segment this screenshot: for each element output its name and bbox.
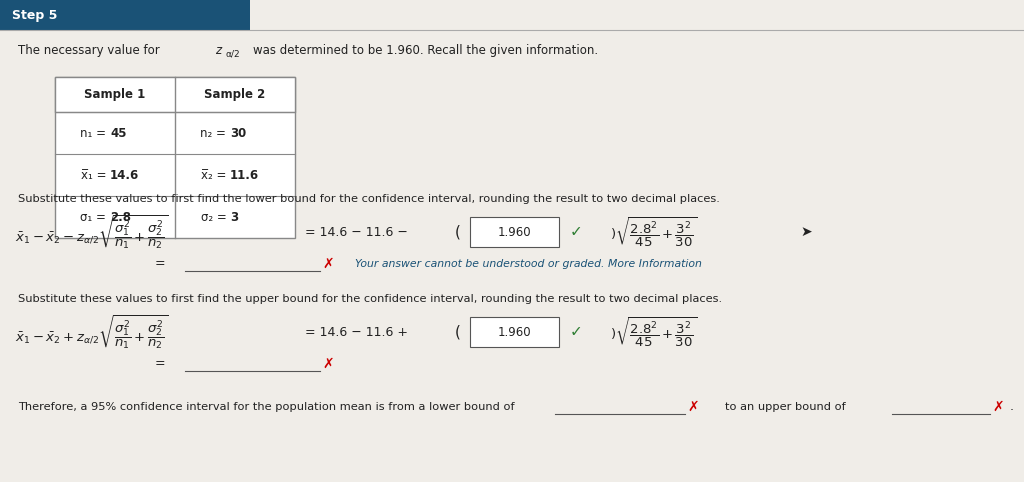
Text: σ₂ =: σ₂ = [201,211,230,224]
FancyBboxPatch shape [470,317,559,347]
Text: α/2: α/2 [226,50,241,58]
Text: 11.6: 11.6 [230,169,259,182]
Text: 2.8: 2.8 [110,211,131,224]
FancyBboxPatch shape [0,0,250,30]
Text: (: ( [455,225,461,240]
Text: σ₁ =: σ₁ = [80,211,110,224]
FancyBboxPatch shape [470,217,559,247]
Text: Your answer cannot be understood or graded. More Information: Your answer cannot be understood or grad… [355,259,701,269]
Text: The necessary value for: The necessary value for [18,43,164,56]
Text: $\bar{x}_1 - \bar{x}_2 - z_{\alpha/2}\sqrt{\dfrac{\sigma_1^2}{n_1} + \dfrac{\sig: $\bar{x}_1 - \bar{x}_2 - z_{\alpha/2}\sq… [15,213,168,251]
Text: = 14.6 − 11.6 −: = 14.6 − 11.6 − [305,226,408,239]
Text: n₂ =: n₂ = [201,126,230,139]
Text: $)\sqrt{\dfrac{2.8^2}{45} + \dfrac{3^2}{30}}$: $)\sqrt{\dfrac{2.8^2}{45} + \dfrac{3^2}{… [610,215,697,249]
Text: Substitute these values to first find the upper bound for the confidence interva: Substitute these values to first find th… [18,294,722,304]
Text: x̅₂ =: x̅₂ = [201,169,230,182]
Text: ➤: ➤ [800,225,812,239]
Text: ✓: ✓ [570,225,583,240]
Text: Step 5: Step 5 [12,9,57,22]
Text: Sample 1: Sample 1 [84,88,145,101]
Text: ✗: ✗ [322,257,334,271]
Text: n₁ =: n₁ = [80,126,110,139]
Text: 45: 45 [110,126,127,139]
Text: ✗: ✗ [992,400,1004,414]
Text: ✓: ✓ [570,324,583,339]
Text: $)\sqrt{\dfrac{2.8^2}{45} + \dfrac{3^2}{30}}$: $)\sqrt{\dfrac{2.8^2}{45} + \dfrac{3^2}{… [610,315,697,349]
Text: =: = [155,358,166,371]
Text: Therefore, a 95% confidence interval for the population mean is from a lower bou: Therefore, a 95% confidence interval for… [18,402,515,412]
Text: .: . [1010,401,1014,414]
Text: x̅₁ =: x̅₁ = [81,169,110,182]
Text: 30: 30 [230,126,246,139]
Text: 1.960: 1.960 [498,325,531,338]
Text: was determined to be 1.960. Recall the given information.: was determined to be 1.960. Recall the g… [253,43,598,56]
Text: Sample 2: Sample 2 [205,88,265,101]
Text: 14.6: 14.6 [110,169,139,182]
Text: z: z [215,43,221,56]
Text: 3: 3 [230,211,239,224]
FancyBboxPatch shape [55,77,295,112]
Text: Substitute these values to first find the lower bound for the confidence interva: Substitute these values to first find th… [18,194,720,204]
Text: 1.960: 1.960 [498,226,531,239]
Text: =: = [155,257,166,270]
Text: (: ( [455,324,461,339]
Text: ✗: ✗ [322,357,334,371]
Text: $\bar{x}_1 - \bar{x}_2 + z_{\alpha/2}\sqrt{\dfrac{\sigma_1^2}{n_1} + \dfrac{\sig: $\bar{x}_1 - \bar{x}_2 + z_{\alpha/2}\sq… [15,313,168,351]
Text: to an upper bound of: to an upper bound of [725,402,846,412]
Text: ✗: ✗ [687,400,698,414]
FancyBboxPatch shape [55,77,295,238]
Text: = 14.6 − 11.6 +: = 14.6 − 11.6 + [305,325,408,338]
